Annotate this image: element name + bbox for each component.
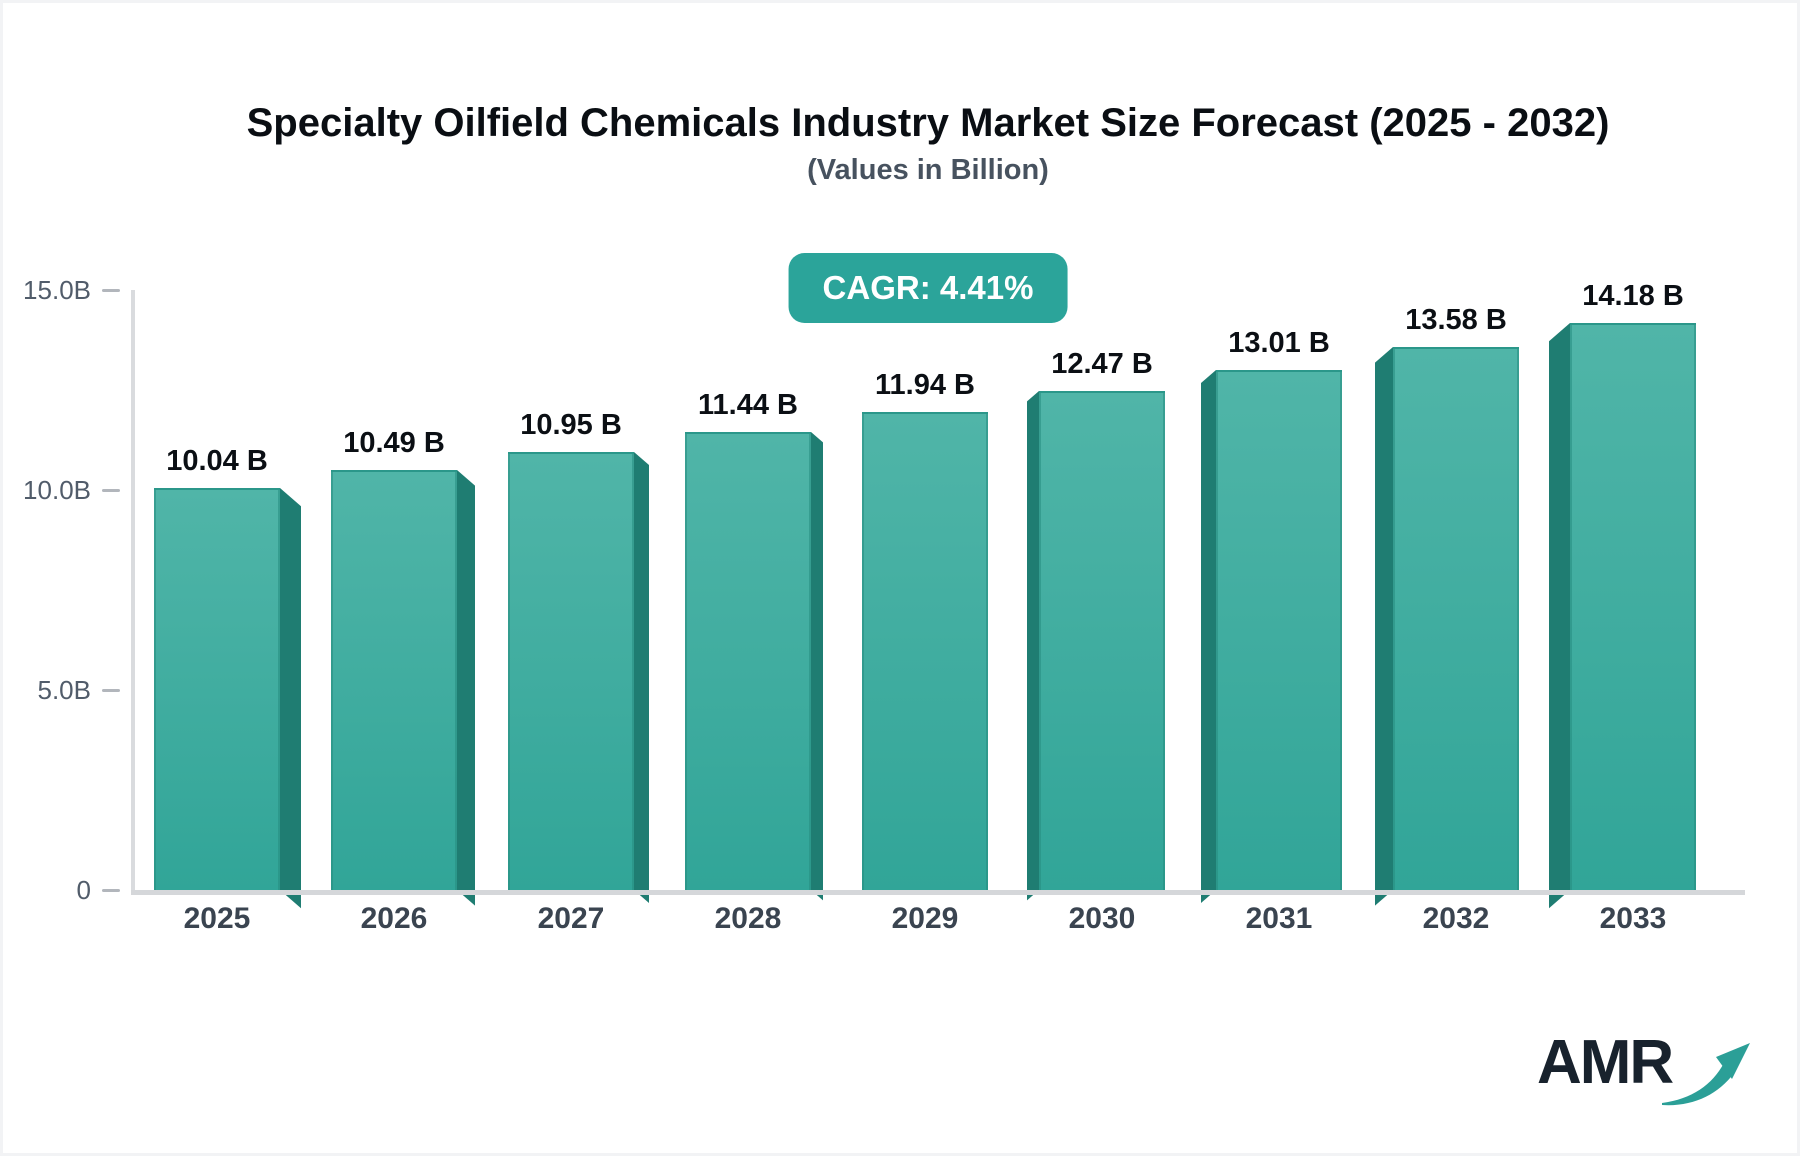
bar-value-label: 11.44 B <box>698 389 798 422</box>
bar-2026 <box>331 470 457 890</box>
bar-side-2026 <box>457 470 475 906</box>
y-tick-label-5.0B: 5.0B <box>37 675 92 705</box>
bar-2029 <box>862 412 988 890</box>
bar-value-label: 10.49 B <box>343 427 445 460</box>
chart-card: Specialty Oilfield Chemicals Industry Ma… <box>3 3 1797 1153</box>
bar-value-label: 14.18 B <box>1582 279 1684 312</box>
x-axis-label-2029: 2029 <box>891 902 959 935</box>
chart-subtitle: (Values in Billion) <box>807 154 1049 186</box>
y-tick-label-15.0B: 15.0B <box>23 275 91 305</box>
bar-side-2030 <box>1027 391 1039 901</box>
x-axis-label-2028: 2028 <box>714 902 782 935</box>
y-tick-label-0: 0 <box>76 875 91 905</box>
x-axis-label-2027: 2027 <box>537 902 605 935</box>
cagr-badge: CAGR: 4.41% <box>788 253 1068 323</box>
chart-title: Specialty Oilfield Chemicals Industry Ma… <box>246 101 1610 145</box>
bar-2030 <box>1039 391 1165 890</box>
bar-2032 <box>1393 346 1519 890</box>
x-axis-label-2030: 2030 <box>1068 902 1136 935</box>
y-tick-dash <box>102 489 120 492</box>
bar-side-2033 <box>1549 322 1570 909</box>
x-axis-label-2033: 2033 <box>1599 902 1667 935</box>
bar-side-2031 <box>1201 369 1216 904</box>
bar-side-2028 <box>811 432 823 901</box>
bar-2028 <box>685 432 811 890</box>
bar-2027 <box>508 452 634 890</box>
y-tick-label-10.0B: 10.0B <box>23 475 91 505</box>
bar-value-label: 12.47 B <box>1051 348 1153 381</box>
y-tick-dash <box>102 289 120 292</box>
y-tick-dash <box>102 689 120 692</box>
bar-side-2027 <box>634 452 649 904</box>
x-axis-label-2031: 2031 <box>1245 902 1313 935</box>
bar-2025 <box>154 488 280 890</box>
bar-value-label: 13.01 B <box>1228 326 1330 359</box>
bar-side-2025 <box>280 488 301 909</box>
x-axis-baseline <box>131 890 1745 895</box>
bar-value-label: 11.94 B <box>875 369 975 402</box>
bar-value-label: 10.95 B <box>520 409 622 441</box>
bar-value-label: 10.04 B <box>166 445 268 478</box>
bar-2033 <box>1570 322 1696 890</box>
amr-logo-arrow-icon <box>1662 1043 1751 1106</box>
y-axis-line <box>131 290 135 895</box>
bar-chart-plot: 0 5.0B 10.0B 15.0B 10.04 B 2025 10.49 B 2026 10.… <box>3 3 1797 1153</box>
bar-value-label: 13.58 B <box>1405 303 1507 336</box>
x-axis-label-2032: 2032 <box>1422 902 1490 935</box>
bar-side-2032 <box>1375 346 1393 906</box>
amr-logo-text: AMR <box>1537 1028 1674 1097</box>
x-axis-label-2026: 2026 <box>360 902 428 935</box>
amr-logo: AMR <box>1537 1031 1754 1109</box>
y-tick-dash <box>102 889 120 892</box>
bar-2031 <box>1216 369 1342 890</box>
x-axis-label-2025: 2025 <box>183 902 251 935</box>
